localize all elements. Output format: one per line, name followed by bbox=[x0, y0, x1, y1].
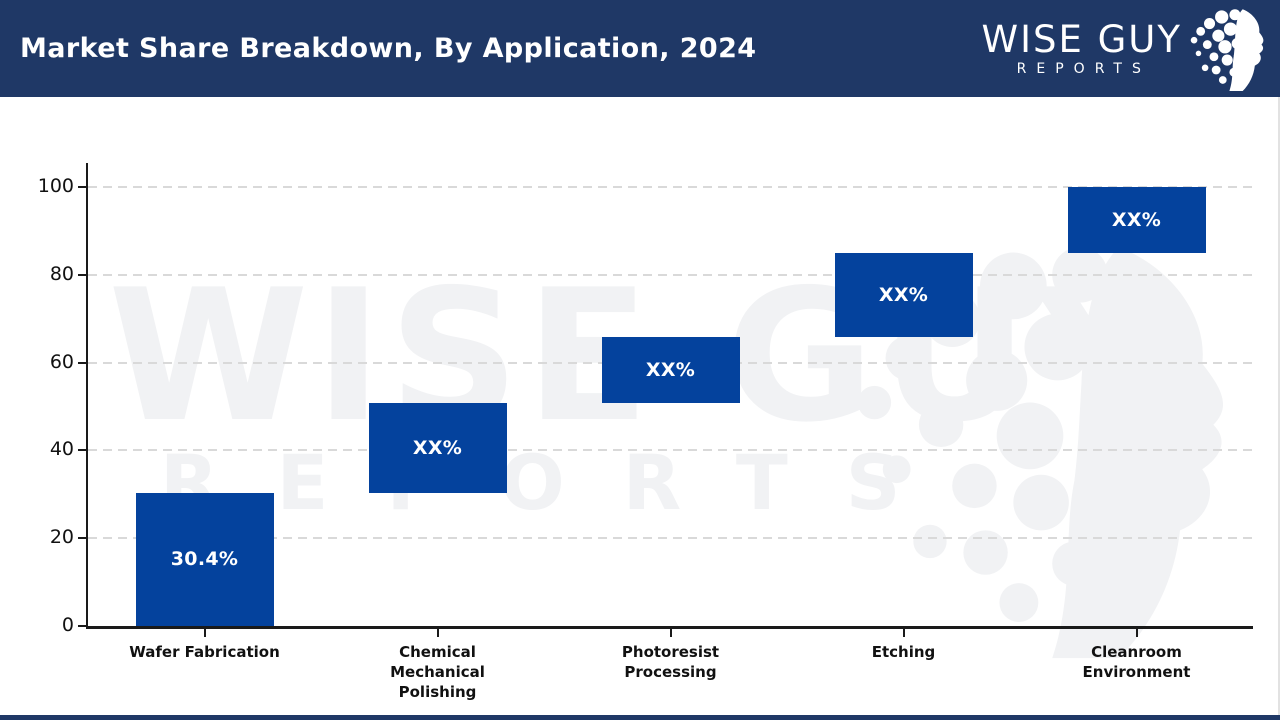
y-tick-label: 100 bbox=[37, 175, 74, 197]
x-tick-mark bbox=[203, 629, 206, 637]
y-tick-label: 60 bbox=[49, 350, 74, 373]
bar-5: XX% bbox=[1067, 187, 1206, 254]
y-tick-label: 20 bbox=[49, 526, 74, 549]
x-axis-line bbox=[86, 626, 1253, 629]
y-tick-label: 40 bbox=[49, 438, 74, 461]
x-tick-mark bbox=[436, 629, 439, 637]
bar-3: XX% bbox=[601, 337, 740, 404]
bar-value-label: XX% bbox=[412, 436, 463, 459]
brand-name: WISE GUY bbox=[981, 17, 1182, 61]
gridline-20 bbox=[88, 537, 1253, 540]
brand-subname: REPORTS bbox=[1016, 60, 1151, 77]
bar-value-label: XX% bbox=[878, 284, 929, 307]
x-tick-mark bbox=[902, 629, 905, 637]
x-tick-mark bbox=[1135, 629, 1138, 637]
x-tick-mark bbox=[669, 629, 672, 637]
chart-area: WISE GUY REPORTS 0 20 40 60 80 100 30.4% Wafer … bbox=[0, 97, 1280, 715]
brand-logo-text: WISE GUY REPORTS bbox=[982, 21, 1182, 77]
x-category-label-line: Chemical bbox=[399, 643, 476, 661]
plot-area: 0 20 40 60 80 100 30.4% Wafer Fabrication XX% Che… bbox=[0, 97, 1278, 715]
page-title: Market Share Breakdown, By Application, … bbox=[20, 33, 757, 64]
header: Market Share Breakdown, By Application, … bbox=[0, 0, 1280, 97]
gridline-40 bbox=[88, 449, 1253, 452]
brand-head-icon bbox=[1190, 8, 1264, 91]
y-tick-mark bbox=[78, 449, 86, 452]
gridline-100 bbox=[88, 186, 1253, 188]
bar-value-label: XX% bbox=[1111, 209, 1162, 232]
y-tick-mark bbox=[78, 186, 86, 188]
gridline-80 bbox=[88, 273, 1253, 276]
bar-value-label: XX% bbox=[645, 359, 696, 382]
x-category-label: Cleanroom Environment bbox=[1021, 642, 1253, 682]
x-category-label-line: Polishing bbox=[398, 683, 477, 701]
x-category-label-line: Cleanroom bbox=[1091, 643, 1182, 661]
brand-logo: WISE GUY REPORTS bbox=[982, 7, 1266, 91]
y-tick-mark bbox=[78, 537, 86, 540]
x-category-label-line: Processing bbox=[624, 663, 717, 681]
bar-1: 30.4% bbox=[135, 492, 274, 626]
x-category-label-line: Mechanical bbox=[390, 663, 485, 681]
bar-2: XX% bbox=[368, 403, 507, 493]
y-tick-label: 80 bbox=[49, 262, 74, 285]
x-category-label-line: Etching bbox=[871, 643, 936, 661]
x-category-label: Wafer Fabrication bbox=[89, 642, 321, 662]
x-category-label: Chemical Mechanical Polishing bbox=[322, 642, 554, 702]
y-tick-mark bbox=[78, 361, 86, 364]
x-category-label: Etching bbox=[788, 642, 1020, 662]
x-category-label-line: Wafer Fabrication bbox=[129, 643, 280, 661]
y-tick-mark bbox=[78, 273, 86, 276]
bar-value-label: 30.4% bbox=[170, 548, 239, 571]
bottom-strip bbox=[0, 715, 1280, 720]
x-category-label: Photoresist Processing bbox=[555, 642, 787, 682]
bar-4: XX% bbox=[834, 253, 973, 338]
y-axis-line bbox=[86, 163, 88, 629]
y-tick-mark bbox=[78, 625, 86, 627]
x-category-label-line: Environment bbox=[1082, 663, 1191, 681]
x-category-label-line: Photoresist bbox=[621, 643, 720, 661]
y-tick-label: 0 bbox=[61, 614, 74, 636]
